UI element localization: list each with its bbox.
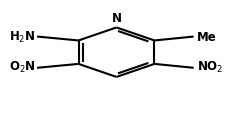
Text: O$_2$N: O$_2$N [9,60,35,75]
Text: N: N [112,13,121,26]
Text: Me: Me [197,31,216,44]
Text: H$_2$N: H$_2$N [9,30,35,45]
Text: NO$_2$: NO$_2$ [197,60,223,75]
